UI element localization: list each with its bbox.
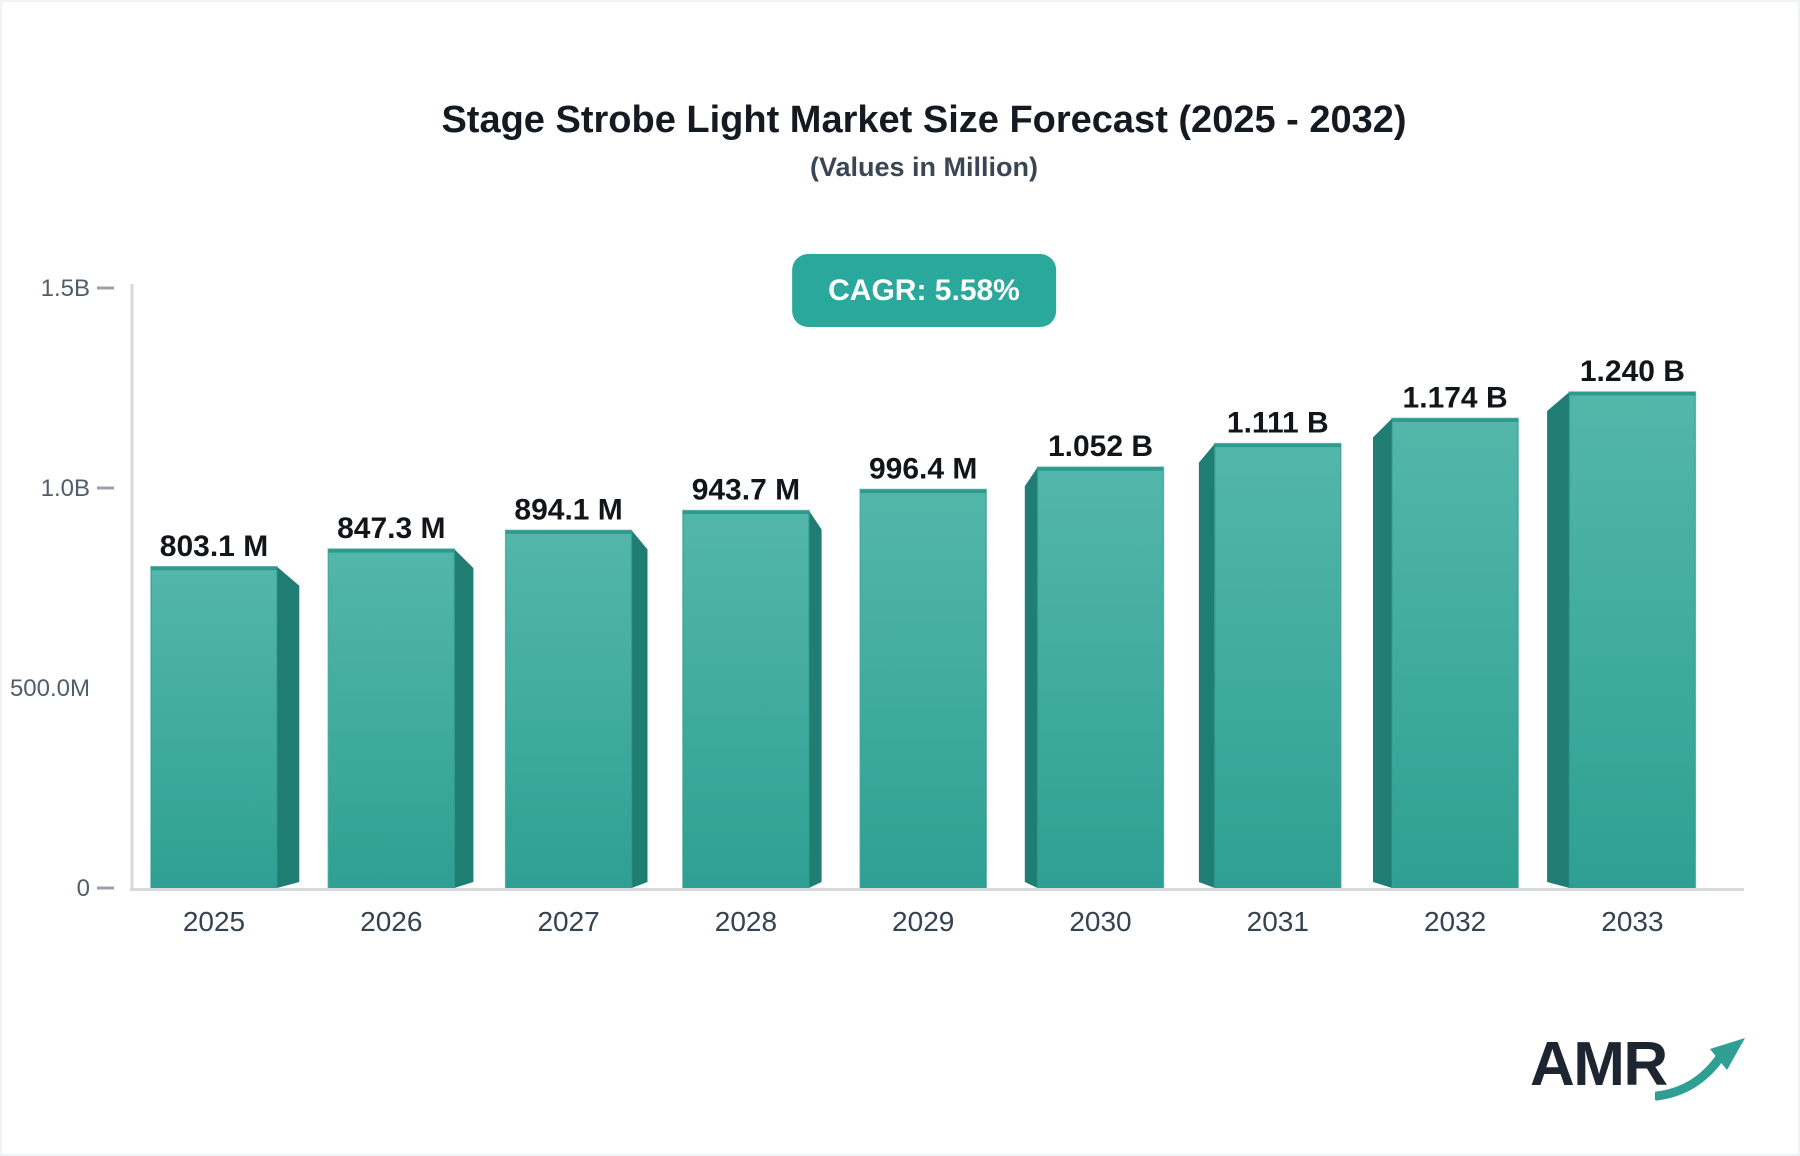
- cagr-badge: CAGR: 5.58%: [792, 254, 1056, 327]
- bar-front-face-2026: [327, 548, 456, 889]
- bar-2033: 1.240 B 2033: [1547, 355, 1697, 937]
- bar-value-label-2030: 1.052 B: [1048, 430, 1153, 463]
- bar-front-face-2028: [682, 509, 810, 889]
- bar-value-label-2026: 847.3 M: [337, 512, 445, 545]
- bar-value-label-2025: 803.1 M: [160, 530, 268, 563]
- bar-top-edge-2029: [860, 489, 987, 493]
- bar-top-edge-2028: [682, 510, 809, 515]
- x-axis-label-2032: 2032: [1424, 906, 1486, 937]
- bar-2028: 943.7 M 2028: [682, 474, 822, 937]
- y-axis-label-1.0B: 1.0B: [41, 475, 90, 502]
- chart-header: Stage Strobe Light Market Size Forecast …: [441, 98, 1406, 183]
- bar-2030: 1.052 B 2030: [1024, 430, 1165, 937]
- bar-value-label-2028: 943.7 M: [692, 474, 800, 507]
- bar-top-edge-2026: [328, 549, 455, 553]
- bar-front-face-2025: [150, 566, 278, 889]
- bar-side-face-2031: [1198, 443, 1215, 888]
- x-axis-label-2031: 2031: [1247, 906, 1309, 937]
- bar-side-face-2026: [454, 549, 474, 888]
- x-axis-label-2025: 2025: [183, 906, 245, 937]
- bar-top-edge-2027: [505, 530, 632, 534]
- amr-logo-text: AMR: [1530, 1030, 1668, 1099]
- bar-side-face-2033: [1547, 392, 1570, 888]
- x-axis-label-2033: 2033: [1601, 906, 1663, 937]
- bar-side-face-2032: [1373, 418, 1393, 888]
- bar-2025: 803.1 M 2025: [150, 530, 300, 937]
- y-axis-label-0: 0: [77, 875, 90, 902]
- bar-top-edge-2030: [1037, 467, 1164, 471]
- bar-front-face-2030: [1036, 466, 1165, 889]
- bar-front-face-2033: [1568, 391, 1697, 889]
- chart-subtitle: (Values in Million): [809, 151, 1039, 182]
- bar-top-edge-2033: [1569, 392, 1696, 396]
- bar-front-face-2031: [1214, 442, 1342, 889]
- bar-value-label-2031: 1.111 B: [1227, 407, 1329, 440]
- bar-value-label-2032: 1.174 B: [1403, 381, 1508, 414]
- y-axis-label-1.5B: 1.5B: [41, 275, 90, 302]
- amr-logo: AMR: [1530, 1034, 1751, 1106]
- bar-front-face-2027: [504, 529, 633, 889]
- bar-2027: 894.1 M 2027: [504, 493, 648, 937]
- bar-value-label-2027: 894.1 M: [514, 493, 622, 526]
- x-axis-label-2026: 2026: [360, 906, 422, 937]
- bar-value-label-2029: 996.4 M: [869, 452, 977, 485]
- bar-front-face-2032: [1391, 417, 1519, 889]
- bar-top-edge-2032: [1392, 418, 1519, 422]
- bar-side-face-2027: [631, 530, 648, 888]
- bar-top-edge-2031: [1214, 443, 1341, 448]
- x-axis-label-2030: 2030: [1069, 906, 1131, 937]
- bar-2029: 996.4 M 2029: [859, 452, 987, 937]
- bar-2026: 847.3 M 2026: [327, 512, 474, 937]
- chart-title: Stage Strobe Light Market Size Forecast …: [441, 99, 1407, 141]
- bar-side-face-2030: [1024, 467, 1038, 888]
- bar-2031: 1.111 B 2031: [1198, 407, 1342, 937]
- x-axis-label-2029: 2029: [892, 906, 954, 937]
- growth-arrow-icon: [1654, 1038, 1745, 1101]
- bar-top-edge-2025: [151, 566, 277, 571]
- y-axis-label-500.0M: 500.0M: [10, 675, 90, 702]
- x-axis-label-2027: 2027: [537, 906, 599, 937]
- bar-side-face-2025: [277, 566, 300, 888]
- bar-side-face-2028: [808, 510, 822, 888]
- bar-value-label-2033: 1.240 B: [1580, 355, 1685, 388]
- x-axis-label-2028: 2028: [715, 906, 777, 937]
- bar-2032: 1.174 B 2032: [1373, 381, 1519, 937]
- bar-front-face-2029: [859, 488, 987, 889]
